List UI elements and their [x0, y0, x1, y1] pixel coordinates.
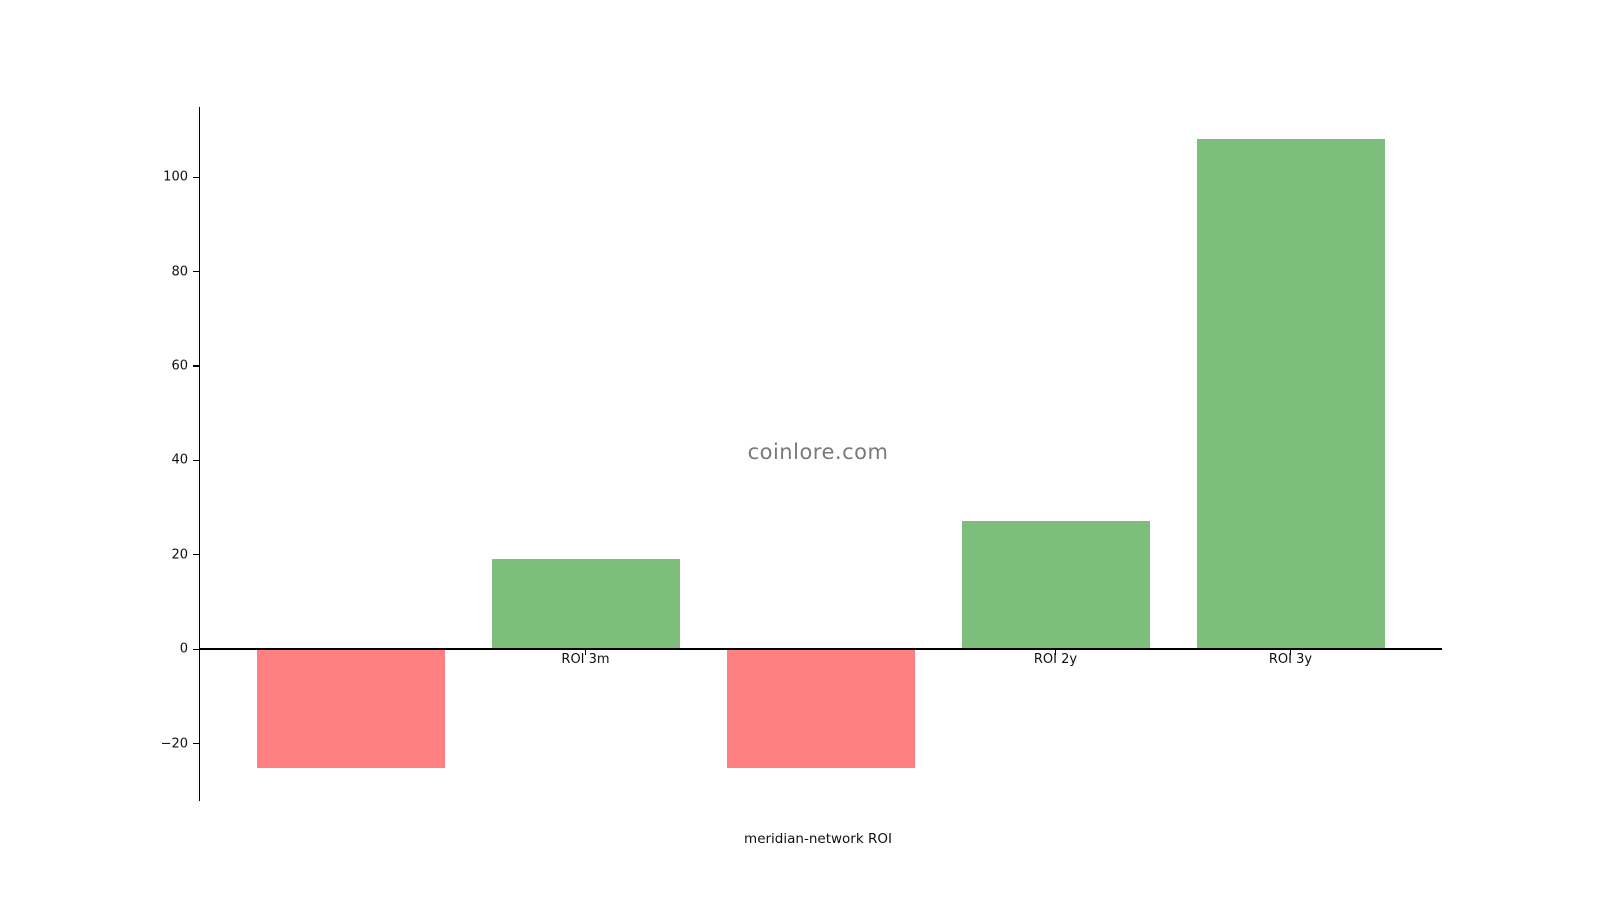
y-tick-mark — [193, 271, 199, 273]
y-tick-mark — [193, 554, 199, 556]
watermark: coinlore.com — [747, 440, 889, 464]
y-tick-label: 80 — [171, 264, 188, 280]
y-tick-label: 60 — [171, 358, 188, 374]
y-tick-label: −20 — [160, 736, 188, 752]
x-tick-label: ROI 2y — [1033, 651, 1078, 667]
x-tick-label: ROI 3m — [561, 651, 610, 667]
y-tick-label: 20 — [171, 547, 188, 563]
bar-roi-2y — [961, 521, 1150, 649]
bar-roi-3m — [491, 558, 680, 649]
y-tick-label: 0 — [179, 641, 188, 657]
y-tick-mark — [193, 459, 199, 462]
y-tick-mark — [193, 648, 199, 650]
x-tick-mark — [584, 649, 587, 655]
y-tick-mark — [193, 176, 199, 178]
bar-unlabeled-2 — [726, 649, 915, 768]
y-tick-mark — [193, 743, 199, 745]
bar-roi-3y — [1196, 138, 1385, 649]
y-tick-mark — [193, 365, 199, 367]
x-tick-mark — [1054, 649, 1057, 655]
y-axis-spine — [198, 107, 201, 801]
y-tick-label: 40 — [171, 452, 188, 468]
x-tick-label: ROI 3y — [1268, 651, 1313, 667]
y-tick-label: 100 — [163, 169, 188, 185]
bar-unlabeled-0 — [256, 649, 445, 768]
x-axis-title: meridian-network ROI — [744, 831, 892, 847]
x-axis-line — [198, 648, 1442, 650]
x-tick-mark — [1289, 649, 1292, 655]
